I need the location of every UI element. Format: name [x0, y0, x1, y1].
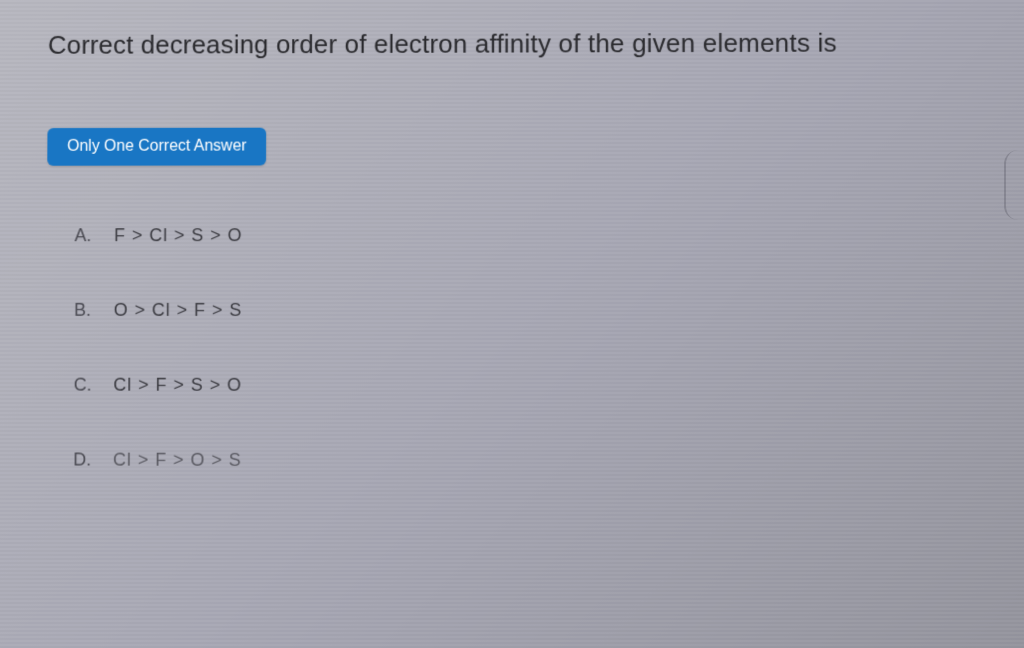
option-a[interactable]: A. F > Cl > S > O [74, 225, 982, 246]
quiz-panel: Correct decreasing order of electron aff… [2, 0, 1024, 501]
option-letter: D. [73, 450, 113, 471]
question-title: Correct decreasing order of electron aff… [48, 27, 982, 61]
option-letter: C. [74, 375, 114, 396]
option-text: Cl > F > O > S [113, 450, 242, 471]
option-c[interactable]: C. Cl > F > S > O [74, 375, 984, 397]
option-b[interactable]: B. O > Cl > F > S [74, 300, 983, 321]
option-d[interactable]: D. Cl > F > O > S [73, 450, 984, 473]
screen-edge-artifact [1004, 150, 1018, 220]
answer-type-badge: Only One Correct Answer [47, 128, 266, 166]
option-text: F > Cl > S > O [114, 225, 243, 246]
options-list: A. F > Cl > S > O B. O > Cl > F > S C. C… [46, 225, 984, 473]
option-letter: B. [74, 300, 114, 321]
option-letter: A. [74, 225, 114, 246]
option-text: O > Cl > F > S [114, 300, 243, 321]
option-text: Cl > F > S > O [113, 375, 242, 396]
